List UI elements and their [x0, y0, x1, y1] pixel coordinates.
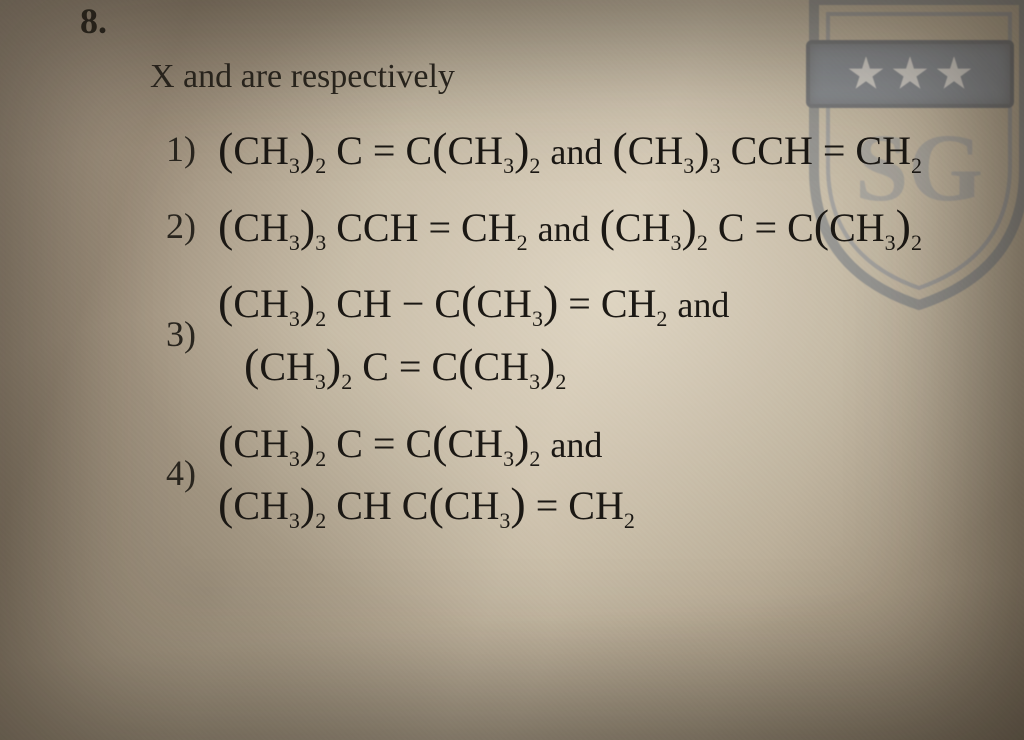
option-formula: (CH3)2 C = C(CH3)2 and (CH3)3 CCH = CH2 — [218, 118, 922, 181]
star-icon — [848, 56, 884, 92]
option-number: 2) — [150, 205, 196, 247]
option-1: 1) (CH3)2 C = C(CH3)2 and (CH3)3 CCH = C… — [150, 118, 980, 181]
option-3: 3) (CH3)2 CH − C(CH3) = CH2 and (CH3)2 C… — [150, 271, 980, 396]
option-formula: (CH3)2 CH − C(CH3) = CH2 and (CH3)2 C = … — [218, 271, 729, 396]
option-number: 1) — [150, 128, 196, 170]
option-2: 2) (CH3)3 CCH = CH2 and (CH3)2 C = C(CH3… — [150, 195, 980, 258]
option-formula: (CH3)2 C = C(CH3)2 and (CH3)2 CH C(CH3) … — [218, 411, 635, 536]
star-icon — [892, 56, 928, 92]
star-icon — [936, 56, 972, 92]
stars-band — [806, 40, 1014, 108]
option-number: 4) — [150, 452, 196, 494]
question-number: 8. — [80, 0, 107, 42]
option-4: 4) (CH3)2 C = C(CH3)2 and (CH3)2 CH C(CH… — [150, 411, 980, 536]
options-list: 1) (CH3)2 C = C(CH3)2 and (CH3)3 CCH = C… — [150, 118, 980, 550]
option-formula: (CH3)3 CCH = CH2 and (CH3)2 C = C(CH3)2 — [218, 195, 922, 258]
option-number: 3) — [150, 313, 196, 355]
question-prompt: X and are respectively — [150, 58, 455, 96]
